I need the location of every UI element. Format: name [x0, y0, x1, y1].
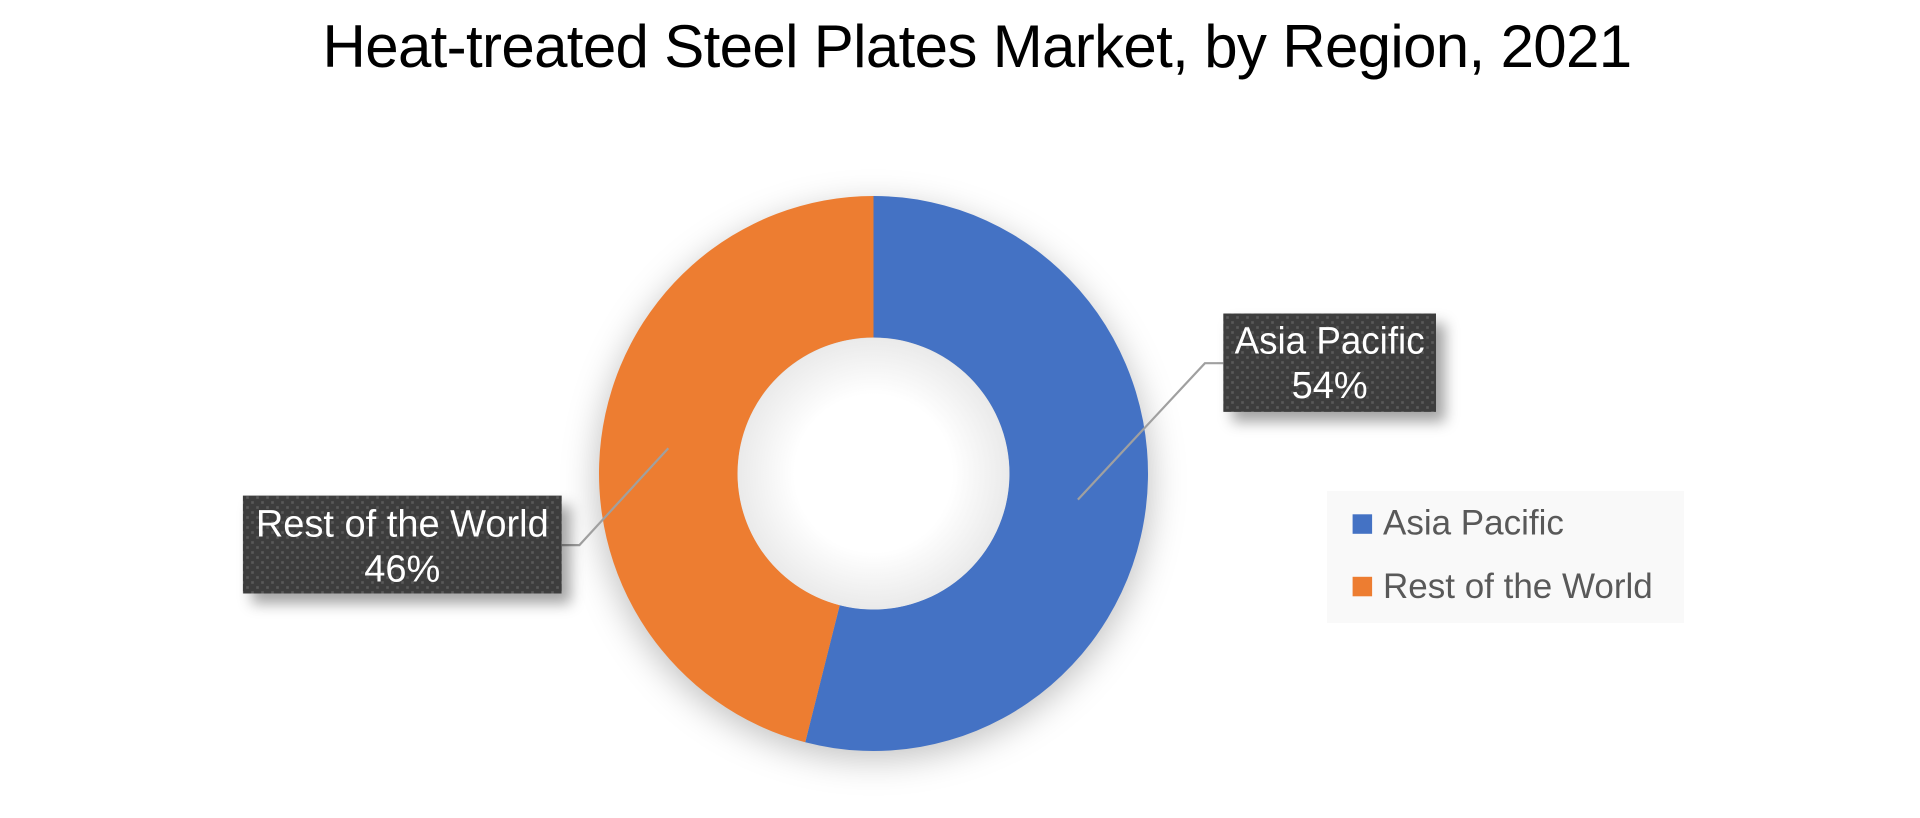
svg-text:46%: 46% — [364, 548, 440, 590]
svg-text:Rest of the World: Rest of the World — [1383, 567, 1653, 606]
svg-text:Asia Pacific: Asia Pacific — [1235, 320, 1425, 362]
svg-text:54%: 54% — [1292, 365, 1368, 407]
svg-text:Heat-treated Steel Plates Mark: Heat-treated Steel Plates Market, by Reg… — [323, 13, 1632, 80]
svg-text:Rest of the World: Rest of the World — [256, 503, 549, 545]
svg-text:Asia Pacific: Asia Pacific — [1383, 504, 1564, 543]
